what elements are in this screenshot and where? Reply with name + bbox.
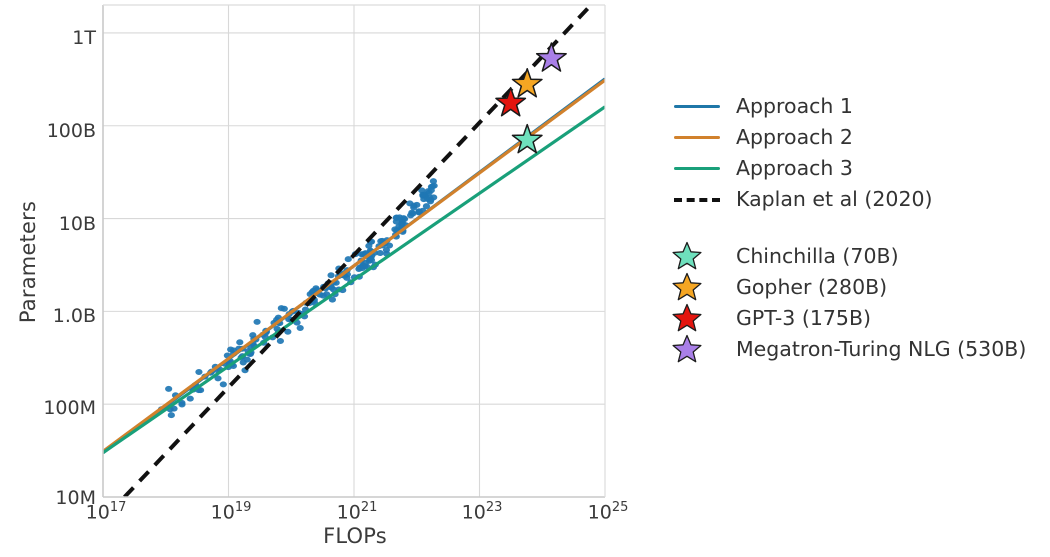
legend-item-gpt3[interactable]: GPT-3 (175B) [672,302,1044,333]
scatter-point [186,395,194,402]
scatter-point [219,381,227,388]
legend-item-approach-3[interactable]: Approach 3 [672,152,1044,183]
x-tick-mantissa: 10 [587,501,612,524]
x-tick-mantissa: 10 [85,501,110,524]
model-markers [495,42,567,154]
scatter-point [356,264,364,271]
legend-item-approach-2[interactable]: Approach 2 [672,121,1044,152]
star-icon-gopher [672,272,722,301]
legend-label-approach-2: Approach 2 [736,124,853,149]
legend-label-gopher: Gopher (280B) [736,274,888,299]
scatter-point [236,339,244,346]
x-tick-mantissa: 10 [210,501,235,524]
scatter-point [170,405,178,412]
legend-swatch-approach-2 [672,126,722,148]
scatter-point [178,401,186,408]
scatter-point [165,385,173,392]
scatter-point [419,191,427,198]
x-tick-label-1e21: 1021 [337,500,378,523]
x-tick-mantissa: 10 [336,501,361,524]
scatter-point [276,338,285,344]
y-tick-label-100M: 100M [43,397,96,419]
legend-item-gopher[interactable]: Gopher (280B) [672,271,1044,302]
scatter-point [328,296,336,303]
legend-label-megatron: Megatron-Turing NLG (530B) [736,336,1027,361]
x-tick-label-1e23: 1023 [462,500,503,523]
x-tick-exponent: 25 [611,500,629,515]
x-tick-exponent: 21 [360,500,378,515]
fit-line-kaplan-et-al-2020 [123,5,593,497]
scatter-point [415,208,423,215]
legend-item-approach-1[interactable]: Approach 1 [672,90,1044,121]
x-axis-label: FLOPs [323,524,387,548]
legend-label-approach-1: Approach 1 [736,93,853,118]
scatter-point [429,178,437,185]
star-icon-gpt3 [672,303,722,332]
legend-separator [672,214,1044,240]
scatter-point [296,324,304,331]
x-tick-exponent: 17 [109,500,127,515]
x-tick-exponent: 23 [485,500,503,515]
scatter-point [167,412,175,419]
y-tick-label-10B: 10B [58,213,96,235]
scatter-point [385,242,394,249]
star-icon-megatron [672,334,722,363]
scatter-point [327,272,335,279]
scatter-point [243,356,251,363]
legend-swatch-approach-3 [672,157,722,179]
gridlines [103,5,605,497]
scatter-point [227,346,235,353]
star-icon-chinchilla [672,241,722,270]
x-tick-label-1e25: 1025 [588,500,629,523]
scatter-point [382,246,391,253]
scatter-point [214,375,222,382]
scatter-point [422,203,431,210]
scatter-point [253,318,261,325]
legend-label-chinchilla: Chinchilla (70B) [736,243,899,268]
scatter-point [344,256,352,263]
scatter-point [376,250,384,257]
scatter-point [406,200,414,207]
x-tick-exponent: 19 [234,500,252,515]
y-tick-label-10M: 10M [55,487,96,509]
scatter-point [319,292,327,299]
legend-swatch-approach-1 [672,95,722,117]
x-tick-label-1e19: 1019 [211,500,252,523]
x-tick-mantissa: 10 [461,501,486,524]
marker-star-chinchilla-70b[interactable] [511,123,543,154]
y-tick-label-100B: 100B [46,120,96,142]
fit-line-approach-3 [103,105,605,455]
legend-label-approach-3: Approach 3 [736,155,853,180]
scatter-point [195,369,203,376]
marker-star-megatron-turing-nlg-530b[interactable] [535,42,567,72]
scatter-point [395,214,404,221]
x-tick-label-1e17: 1017 [86,500,127,523]
legend-item-kaplan[interactable]: Kaplan et al (2020) [672,183,1044,214]
scatter-point [427,187,435,194]
scatter-point [284,328,292,335]
legend: Approach 1 Approach 2 Approach 3 Kaplan … [672,90,1044,364]
scatter-point [424,196,432,203]
scatter-point [398,219,406,226]
axis-spines [102,4,606,498]
y-tick-label-1.0B: 1.0B [52,305,96,327]
legend-label-gpt3: GPT-3 (175B) [736,305,872,330]
marker-star-gopher-280b[interactable] [511,68,543,98]
legend-swatch-kaplan [672,188,722,210]
legend-label-kaplan: Kaplan et al (2020) [736,186,933,211]
y-tick-label-1T: 1T [72,27,96,49]
scatter-point [410,204,418,211]
scatter-point [408,209,416,216]
marker-star-gpt-3-175b[interactable] [495,86,527,117]
legend-item-megatron[interactable]: Megatron-Turing NLG (530B) [672,333,1044,364]
legend-item-chinchilla[interactable]: Chinchilla (70B) [672,240,1044,271]
scatter-point [277,305,285,312]
